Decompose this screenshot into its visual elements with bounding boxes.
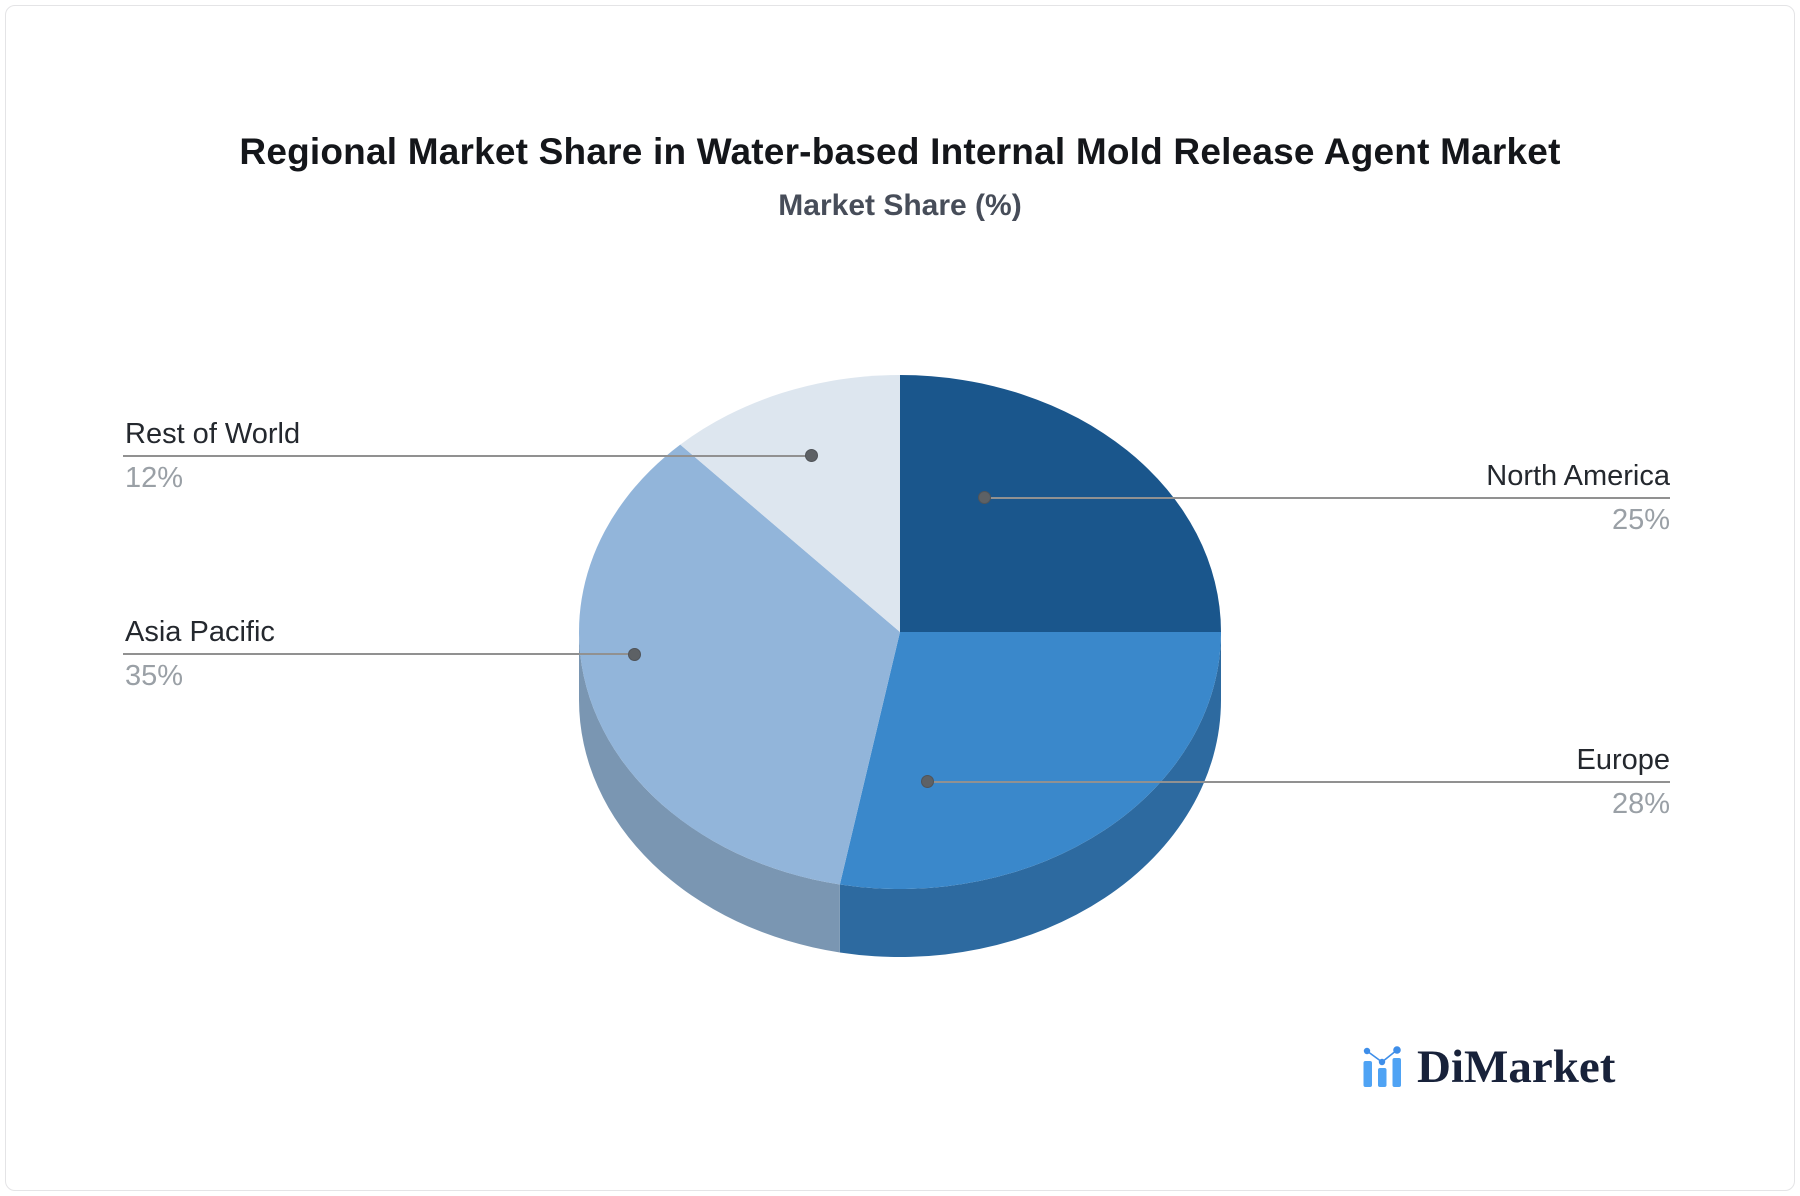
slice-side-asia-pacific xyxy=(579,632,840,953)
callout-label-north-america: North America xyxy=(1486,460,1670,492)
callout-value-asia-pacific: 35% xyxy=(125,660,184,692)
slice-europe[interactable] xyxy=(839,632,1221,890)
callout-value-rest-of-world: 12% xyxy=(125,462,184,494)
callout-dot-rest-of-world xyxy=(805,449,818,462)
callout-dot-europe xyxy=(921,775,934,788)
callout-value-europe: 28% xyxy=(1611,788,1670,820)
slice-side-europe xyxy=(839,632,1221,958)
slice-north-america[interactable] xyxy=(900,375,1221,632)
slice-asia-pacific[interactable] xyxy=(579,444,900,885)
callout-label-asia-pacific: Asia Pacific xyxy=(125,616,275,648)
chart-title: Regional Market Share in Water-based Int… xyxy=(239,131,1561,172)
slice-rest-of-world[interactable] xyxy=(680,375,900,632)
bar-line-chart-icon xyxy=(1363,1046,1401,1087)
callout-dot-north-america xyxy=(978,491,991,504)
callout-label-rest-of-world: Rest of World xyxy=(125,418,301,450)
callout-line-europe xyxy=(928,781,1670,783)
brand-logo: DiMarket xyxy=(1362,1042,1615,1092)
callout-value-north-america: 25% xyxy=(1611,504,1670,536)
callout-line-rest-of-world xyxy=(123,455,812,457)
callout-label-europe: Europe xyxy=(1576,744,1670,776)
callout-line-north-america xyxy=(985,497,1670,499)
chart-subtitle: Market Share (%) xyxy=(778,189,1022,222)
callout-dot-asia-pacific xyxy=(628,648,641,661)
callout-line-asia-pacific xyxy=(123,653,635,655)
brand-logo-text: DiMarket xyxy=(1417,1041,1616,1093)
